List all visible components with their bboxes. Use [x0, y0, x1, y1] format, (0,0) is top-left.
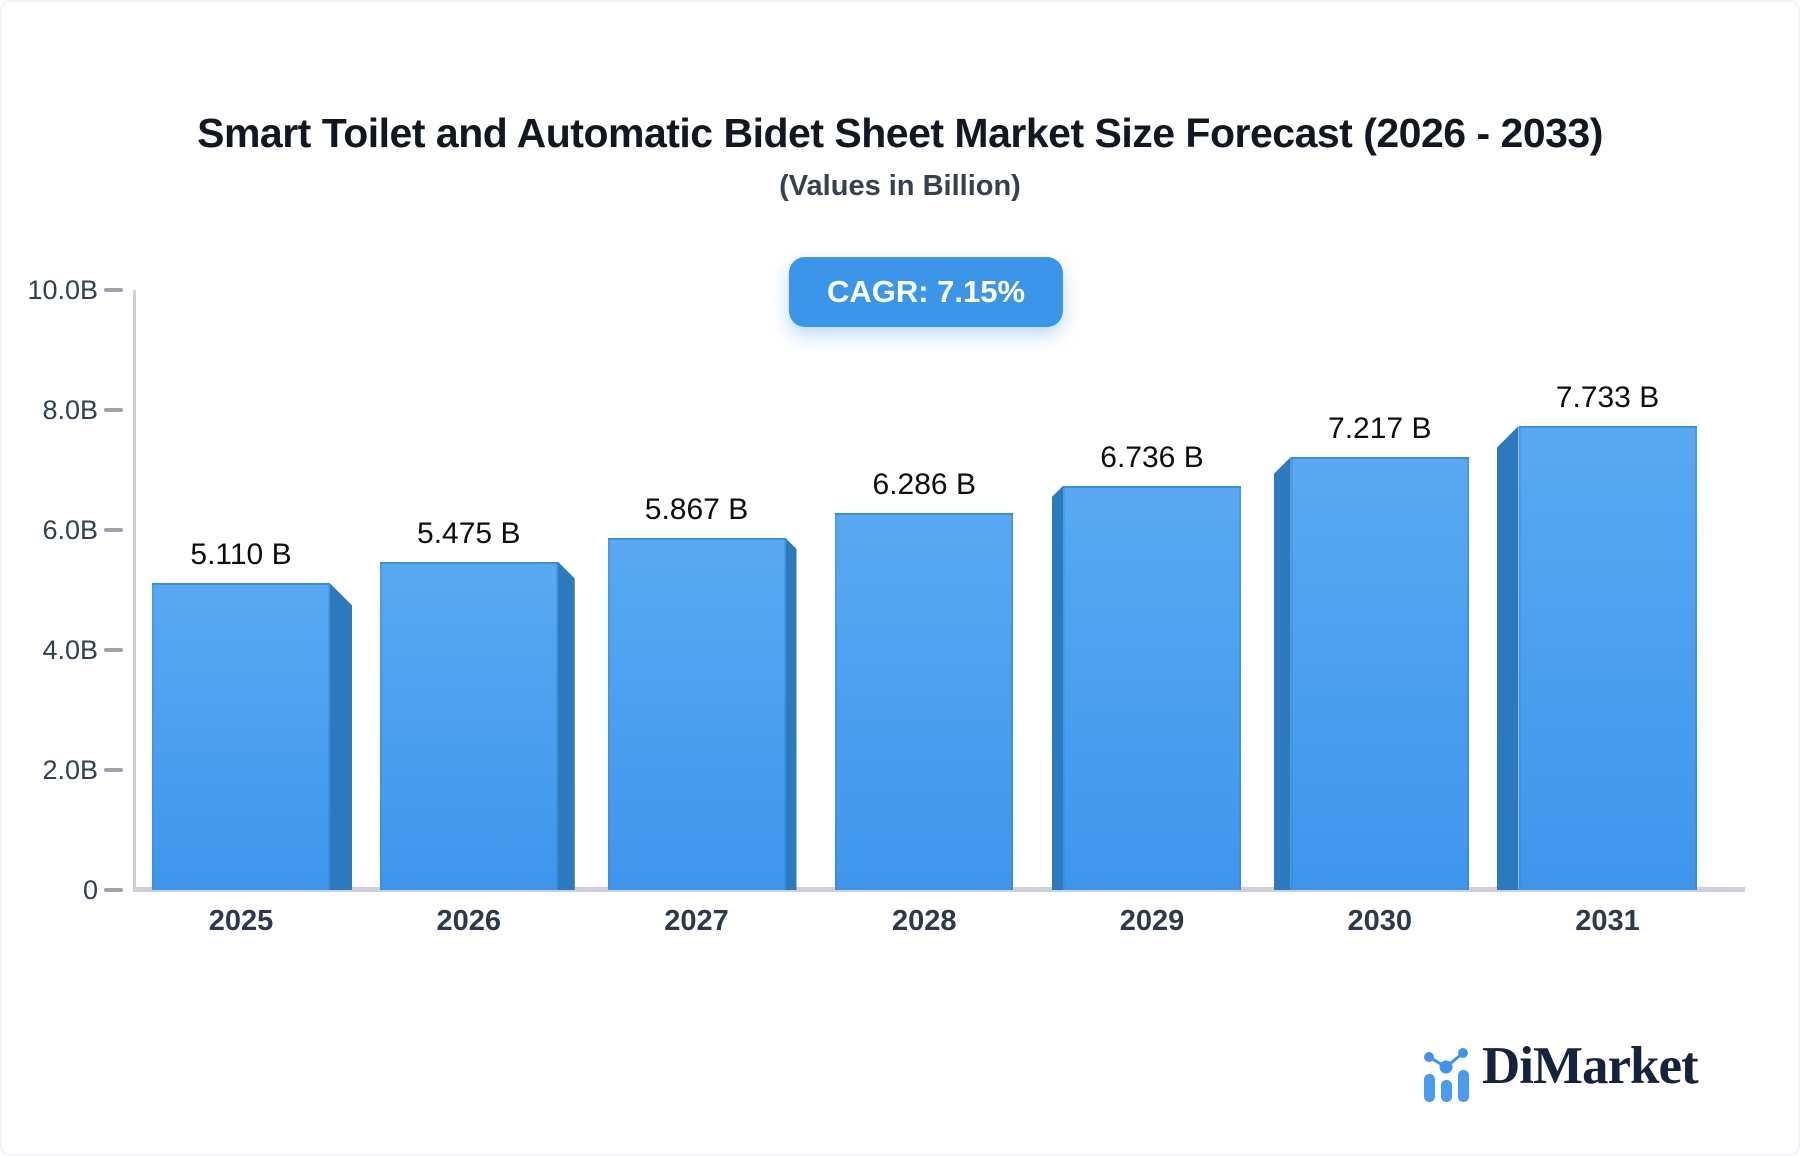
bar-face [1063, 485, 1241, 890]
chart-subtitle: (Values in Billion) [779, 170, 1021, 202]
brand-name: DiMarket [1482, 1037, 1699, 1095]
x-axis-label: 2028 [891, 905, 957, 937]
bar-side [1496, 426, 1519, 890]
x-axis-label: 2027 [664, 905, 729, 937]
x-axis-label: 2031 [1575, 905, 1640, 937]
y-axis-line [133, 290, 136, 891]
y-tick-label: 2.0B [42, 755, 98, 785]
bar-2026 [379, 561, 575, 890]
y-tick-dash [104, 768, 123, 772]
y-tick-dash [104, 888, 123, 892]
y-tick-label: 4.0B [42, 635, 98, 665]
bar-value-label: 5.475 B [417, 516, 521, 550]
y-tick-label: 6.0B [42, 515, 98, 545]
bar-value-label: 6.736 B [1100, 440, 1204, 474]
y-tick-label: 0 [82, 875, 98, 905]
x-axis-label: 2029 [1119, 905, 1185, 937]
bar-value-label: 6.286 B [872, 467, 976, 501]
bar-2031 [1496, 426, 1697, 890]
y-tick-label: 10.0B [27, 275, 98, 305]
bar-side [330, 583, 352, 890]
bar-face [607, 537, 786, 890]
bar-side [557, 561, 575, 890]
bar-chart-logo-icon [1424, 1048, 1469, 1102]
x-axis-label: 2026 [436, 905, 501, 937]
bar-side [785, 537, 797, 890]
bar-value-label: 5.110 B [190, 538, 292, 572]
bar-face [379, 561, 558, 890]
bar-face [1518, 426, 1697, 890]
bar-side [1273, 456, 1291, 890]
bar-2027 [607, 537, 797, 890]
x-axis-label: 2025 [208, 905, 274, 937]
bar-2029 [1052, 485, 1241, 890]
chart-title: Smart Toilet and Automatic Bidet Sheet M… [197, 110, 1603, 156]
bar-2030 [1273, 456, 1469, 890]
brand-logo: DiMarket [1420, 1037, 1699, 1102]
y-tick-dash [104, 408, 123, 412]
bar-value-label: 7.217 B [1328, 411, 1432, 445]
cagr-badge: CAGR: 7.15% [788, 257, 1064, 327]
bar-face [835, 512, 1014, 890]
bar-side [1052, 485, 1063, 890]
bar-face [1290, 456, 1469, 890]
bar-face [152, 583, 330, 890]
bar-2025 [152, 583, 352, 890]
bar-2028 [835, 512, 1014, 890]
x-axis-label: 2030 [1347, 905, 1412, 937]
y-tick-label: 8.0B [42, 395, 98, 425]
bar-value-label: 7.733 B [1555, 381, 1660, 415]
bar-value-label: 5.867 B [644, 492, 749, 526]
y-tick-dash [104, 288, 123, 292]
y-tick-dash [104, 648, 123, 652]
y-tick-dash [104, 528, 123, 532]
